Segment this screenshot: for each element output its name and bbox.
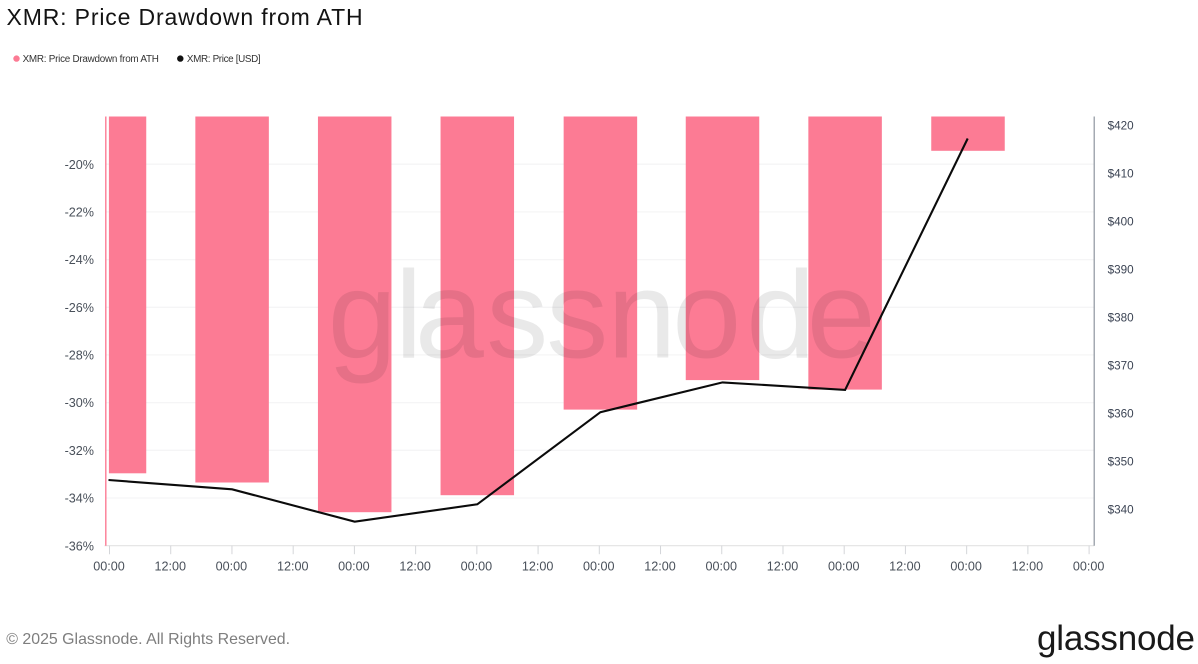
- svg-text:12:00: 12:00: [522, 560, 554, 574]
- svg-text:-20%: -20%: [65, 158, 94, 172]
- svg-text:-30%: -30%: [65, 396, 94, 410]
- svg-text:00:00: 00:00: [93, 560, 125, 574]
- svg-text:00:00: 00:00: [950, 560, 982, 574]
- svg-text:00:00: 00:00: [583, 560, 615, 574]
- svg-text:$380: $380: [1108, 311, 1135, 324]
- svg-text:$420: $420: [1108, 119, 1135, 132]
- svg-text:$340: $340: [1108, 503, 1135, 516]
- svg-text:00:00: 00:00: [461, 560, 493, 574]
- svg-text:$410: $410: [1108, 167, 1135, 180]
- svg-text:12:00: 12:00: [644, 560, 676, 574]
- svg-text:-22%: -22%: [65, 206, 94, 220]
- svg-text:00:00: 00:00: [828, 560, 860, 574]
- svg-text:glassnode: glassnode: [328, 247, 876, 385]
- svg-text:$370: $370: [1108, 359, 1135, 372]
- svg-text:12:00: 12:00: [1012, 560, 1044, 574]
- svg-text:-32%: -32%: [65, 444, 94, 458]
- svg-text:$350: $350: [1108, 455, 1135, 468]
- svg-text:12:00: 12:00: [277, 560, 309, 574]
- svg-text:$360: $360: [1108, 407, 1135, 420]
- svg-text:00:00: 00:00: [1073, 560, 1105, 574]
- svg-text:-36%: -36%: [65, 539, 94, 553]
- svg-text:XMR: Price [USD]: XMR: Price [USD]: [187, 54, 261, 65]
- svg-text:00:00: 00:00: [338, 560, 370, 574]
- svg-text:-26%: -26%: [65, 301, 94, 315]
- svg-text:00:00: 00:00: [216, 560, 248, 574]
- svg-text:-34%: -34%: [65, 492, 94, 506]
- svg-text:$390: $390: [1108, 263, 1135, 276]
- svg-text:-24%: -24%: [65, 253, 94, 267]
- svg-text:12:00: 12:00: [767, 560, 799, 574]
- svg-text:$400: $400: [1108, 215, 1135, 228]
- svg-text:12:00: 12:00: [399, 560, 431, 574]
- svg-text:XMR: Price Drawdown from ATH: XMR: Price Drawdown from ATH: [23, 54, 159, 65]
- svg-text:12:00: 12:00: [154, 560, 186, 574]
- svg-text:-28%: -28%: [65, 349, 94, 363]
- svg-text:12:00: 12:00: [889, 560, 921, 574]
- svg-text:00:00: 00:00: [705, 560, 737, 574]
